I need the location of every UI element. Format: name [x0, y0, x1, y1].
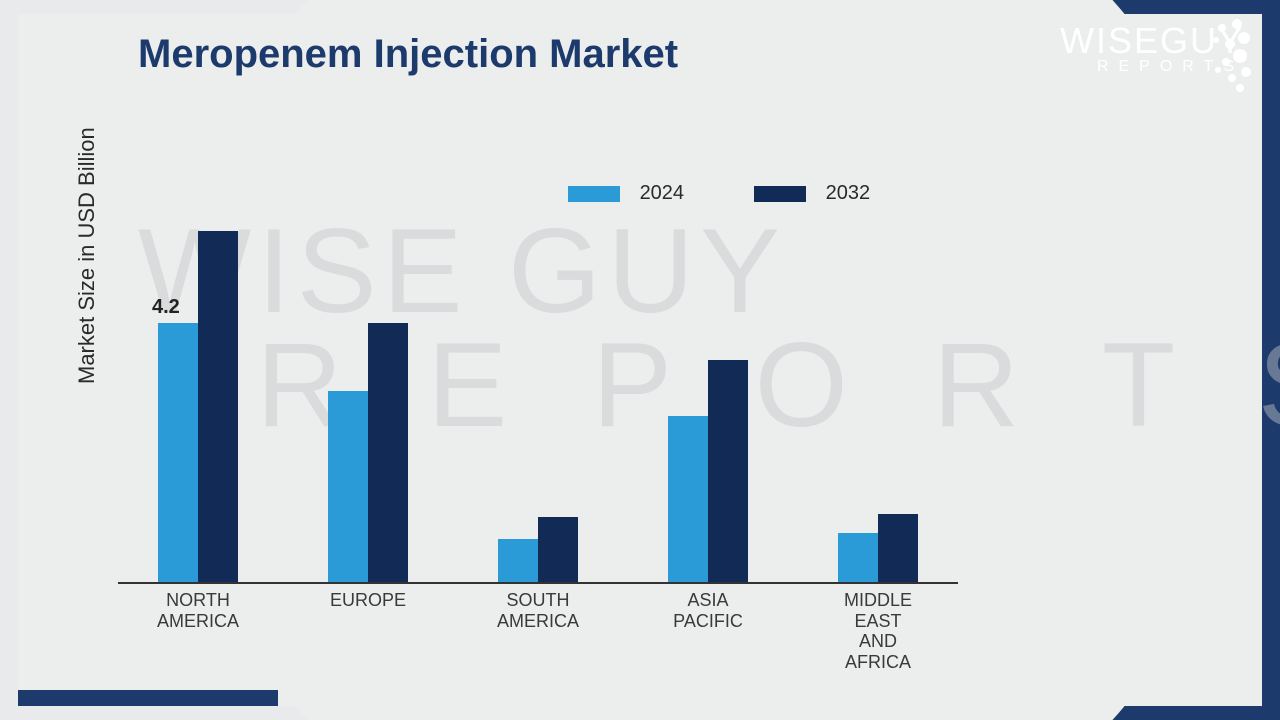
bar-2032	[368, 323, 408, 582]
page-root: WISE GUY R E P O R T S Meropenem Injecti…	[0, 0, 1280, 720]
legend-item-2024: 2024	[568, 182, 684, 205]
bar-group	[498, 517, 578, 582]
bar-group	[158, 231, 238, 583]
bar-value-label: 4.2	[152, 296, 180, 319]
x-axis-label: EUROPE	[330, 590, 406, 611]
x-axis-label: MIDDLE EAST AND AFRICA	[844, 590, 912, 673]
plot-area: 4.2	[118, 214, 958, 584]
legend-swatch-2024	[568, 186, 620, 202]
bar-2024	[498, 539, 538, 582]
brand-dots-icon	[1182, 16, 1252, 96]
legend-item-2032: 2032	[754, 182, 870, 205]
inner-canvas: WISE GUY R E P O R T S Meropenem Injecti…	[18, 14, 1262, 706]
bar-2024	[328, 391, 368, 582]
x-axis-label: SOUTH AMERICA	[497, 590, 579, 631]
bar-group	[328, 323, 408, 582]
bar-2032	[878, 514, 918, 582]
bar-2024	[668, 416, 708, 583]
bar-2024	[838, 533, 878, 582]
bar-2032	[708, 360, 748, 582]
chart-title: Meropenem Injection Market	[138, 32, 678, 77]
bar-group	[668, 360, 748, 582]
bar-2032	[538, 517, 578, 582]
brand-logo: WISEGUY REPORTS	[1060, 20, 1244, 76]
bar-group	[838, 514, 918, 582]
footer-accent-bar	[18, 690, 278, 706]
y-axis-label: Market Size in USD Billion	[74, 127, 100, 384]
legend-label-2024: 2024	[640, 182, 685, 204]
legend-swatch-2032	[754, 186, 806, 202]
bar-2032	[198, 231, 238, 583]
legend-label-2032: 2032	[826, 182, 871, 204]
bar-2024	[158, 323, 198, 582]
chart-legend: 2024 2032	[568, 182, 870, 205]
x-axis-label: NORTH AMERICA	[157, 590, 239, 631]
x-axis-label: ASIA PACIFIC	[673, 590, 743, 631]
